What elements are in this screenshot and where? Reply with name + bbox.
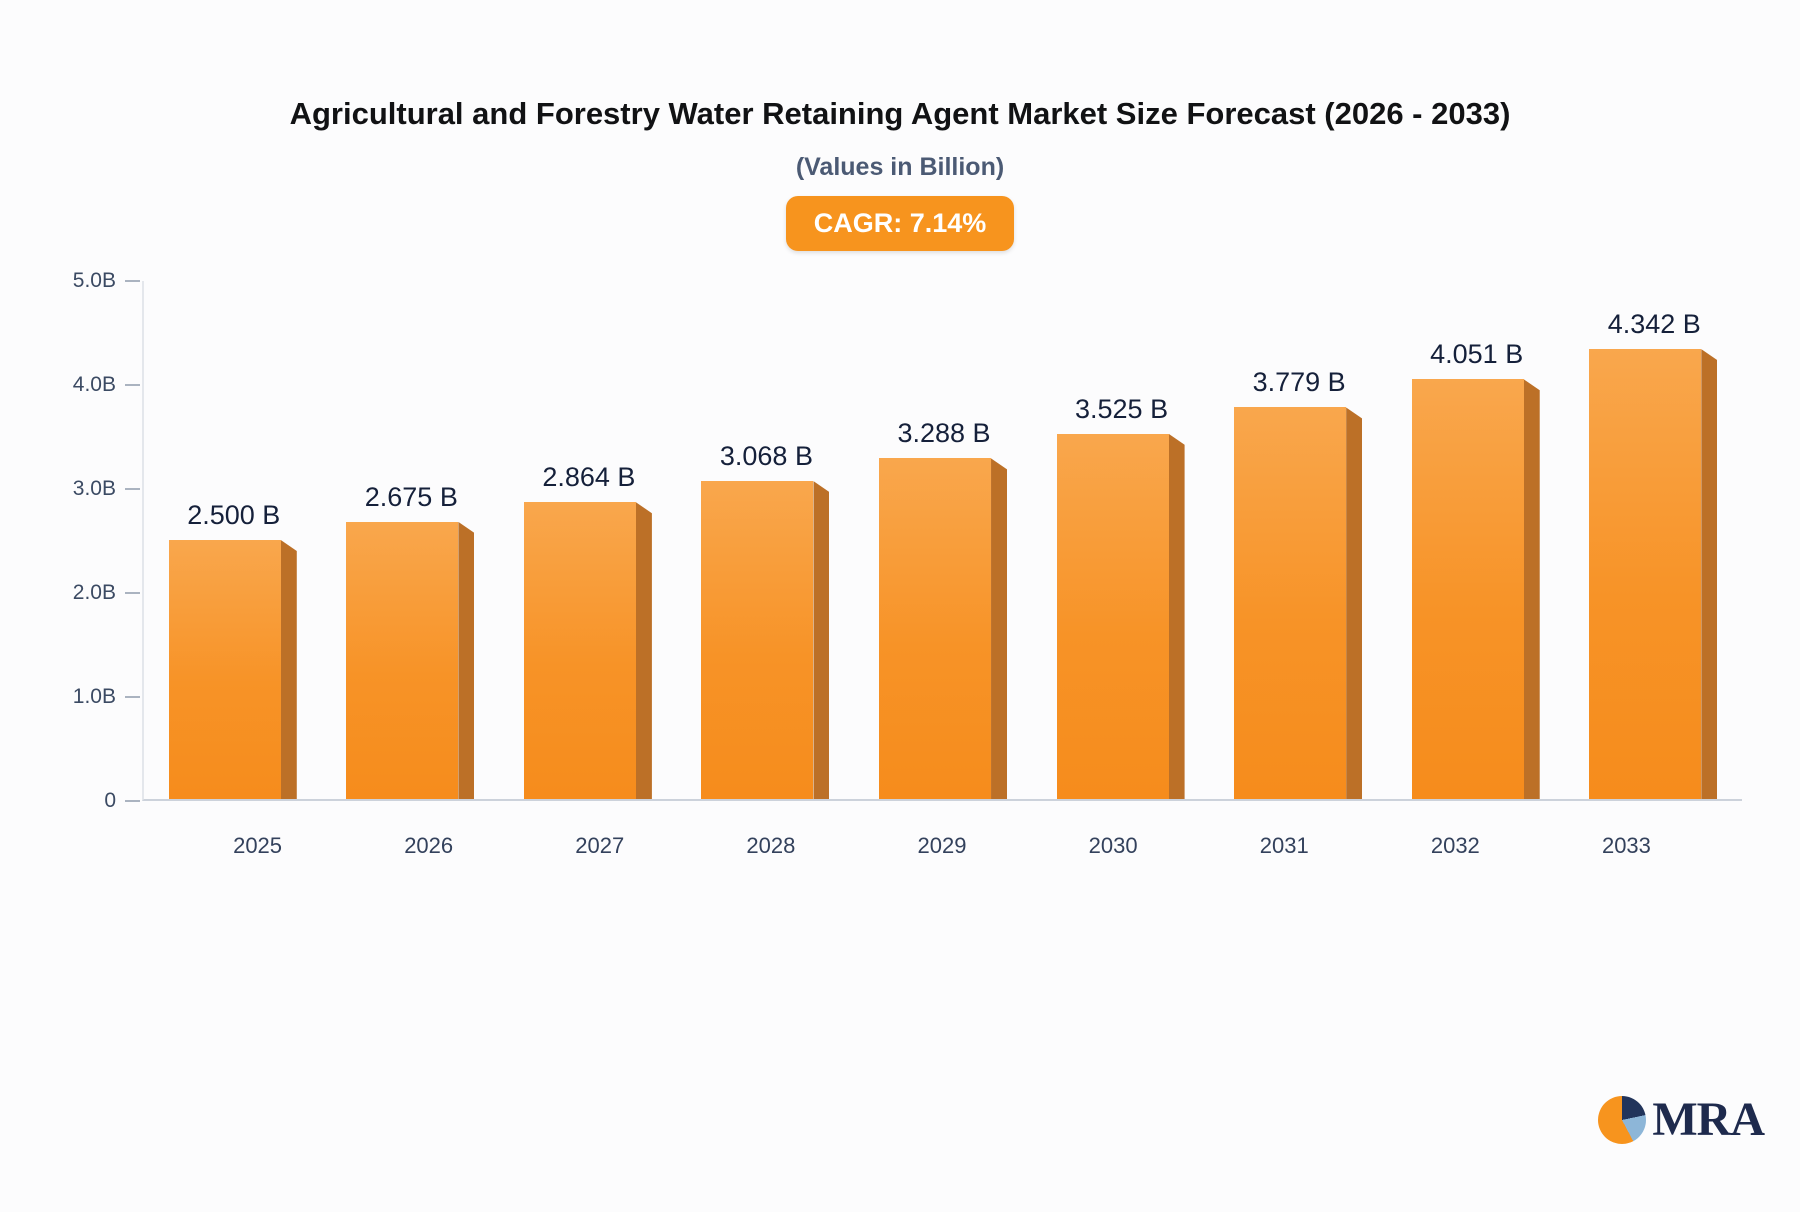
chart-title: Agricultural and Forestry Water Retainin…	[289, 96, 1511, 131]
bar-slot: 2.675 B	[322, 281, 500, 799]
y-tick-label: 0	[104, 788, 116, 812]
y-tick-dash	[125, 383, 140, 386]
bar-value-label: 3.068 B	[719, 441, 813, 472]
pie-globe-icon	[1598, 1096, 1647, 1144]
bar-value-label: 3.779 B	[1252, 367, 1346, 398]
bar-slot: 3.288 B	[854, 281, 1032, 799]
cagr-badge: CAGR: 7.14%	[785, 195, 1015, 251]
bar-slot: 3.779 B	[1209, 281, 1387, 799]
bar-slot: 3.068 B	[677, 281, 855, 799]
y-tick-dash	[125, 487, 140, 490]
bar-value-label: 2.864 B	[542, 462, 636, 493]
x-label-2025: 2025	[233, 832, 283, 858]
y-axis: 5.0B 4.0B 3.0B 2.0B 1.0B 0	[30, 269, 140, 812]
x-label-2026: 2026	[404, 832, 454, 858]
x-label-2032: 2032	[1430, 832, 1480, 858]
bar-2027[interactable]: 2.864 B	[523, 462, 636, 799]
y-tick: 2.0B	[30, 581, 140, 605]
chart-subtitle: (Values in Billion)	[795, 152, 1005, 181]
bar-2032[interactable]: 4.051 B	[1411, 339, 1524, 799]
y-tick-dash	[125, 279, 140, 282]
bar-value-label: 2.500 B	[187, 499, 281, 530]
bar-2028[interactable]: 3.068 B	[701, 441, 814, 799]
bar-slot: 3.525 B	[1032, 281, 1210, 799]
y-tick-dash	[125, 591, 140, 594]
bar-slot: 2.864 B	[499, 281, 677, 799]
y-tick-dash	[125, 695, 140, 698]
y-tick-label: 2.0B	[72, 580, 116, 604]
bar-value-label: 3.288 B	[897, 418, 991, 449]
x-label-2027: 2027	[575, 832, 625, 858]
x-label-2030: 2030	[1088, 832, 1138, 858]
bar-slot: 2.500 B	[144, 281, 322, 799]
bar-2026[interactable]: 2.675 B	[346, 482, 459, 799]
bar-value-label: 4.051 B	[1430, 339, 1524, 370]
y-tick: 0	[30, 789, 140, 813]
brand-logo: MRA	[1598, 1093, 1765, 1146]
y-tick-dash	[125, 799, 140, 802]
x-label-2031: 2031	[1259, 832, 1309, 858]
x-axis-labels: 2025 2026 2027 2028 2029 2030 2031 2032 2033	[172, 833, 1712, 859]
chart-area: 5.0B 4.0B 3.0B 2.0B 1.0B 0 2.500 B 2.675 B 2.86…	[30, 269, 1770, 858]
bar-2029[interactable]: 3.288 B	[879, 418, 992, 799]
bar-2025[interactable]: 2.500 B	[168, 500, 281, 799]
bar-2030[interactable]: 3.525 B	[1056, 394, 1169, 799]
y-tick-label: 4.0B	[72, 372, 116, 396]
bar-2031[interactable]: 3.779 B	[1234, 367, 1347, 799]
bar-slot: 4.051 B	[1387, 281, 1565, 799]
x-label-2029: 2029	[917, 832, 967, 858]
bar-value-label: 4.342 B	[1607, 309, 1701, 340]
plot-area: 2.500 B 2.675 B 2.864 B 3.068 B 3.288 B 3.525…	[142, 280, 1743, 801]
bar-2033[interactable]: 4.342 B	[1589, 309, 1702, 799]
bar-slot: 4.342 B	[1565, 281, 1743, 799]
x-label-2033: 2033	[1601, 832, 1651, 858]
y-tick: 4.0B	[30, 373, 140, 397]
x-label-2028: 2028	[746, 832, 796, 858]
y-tick-label: 1.0B	[72, 684, 116, 708]
y-tick: 1.0B	[30, 685, 140, 709]
y-tick: 5.0B	[30, 269, 140, 293]
brand-logo-text: MRA	[1652, 1093, 1765, 1146]
y-tick-label: 5.0B	[72, 268, 116, 292]
y-tick-label: 3.0B	[72, 476, 116, 500]
bar-value-label: 2.675 B	[364, 481, 458, 512]
cagr-badge-wrap: CAGR: 7.14%	[0, 195, 1800, 251]
bar-value-label: 3.525 B	[1075, 393, 1169, 424]
y-tick: 3.0B	[30, 477, 140, 501]
